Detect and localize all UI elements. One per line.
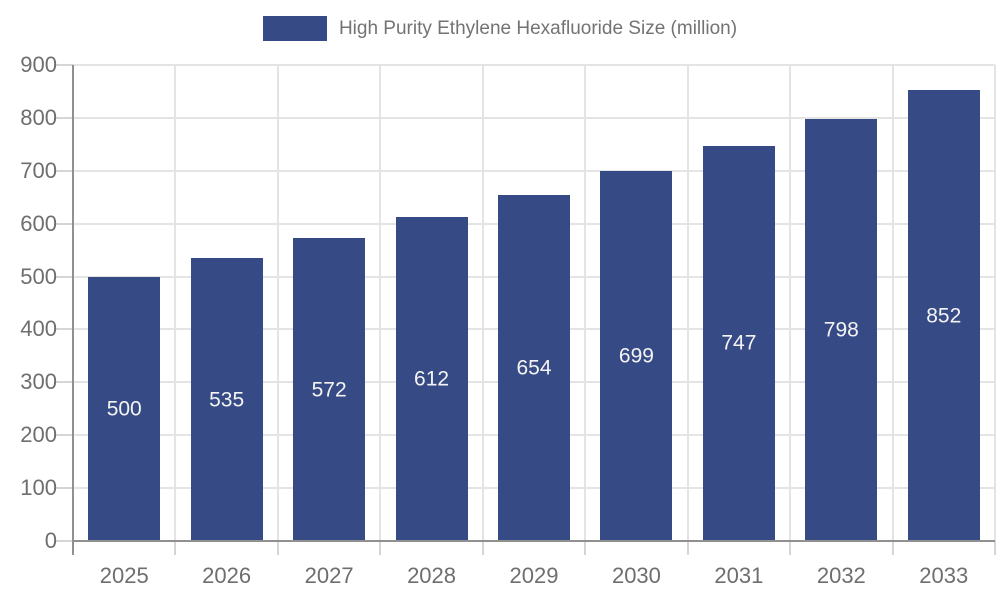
gridline-vertical [584, 65, 587, 541]
y-axis-tick-label: 700 [20, 157, 57, 183]
gridline-vertical [686, 65, 689, 541]
x-axis-tick [789, 541, 792, 555]
y-axis-tick-label: 200 [20, 422, 57, 448]
x-axis-line [73, 540, 995, 542]
y-axis-tick [55, 169, 73, 172]
y-axis-tick-label: 0 [44, 528, 57, 553]
y-axis-tick [55, 381, 73, 384]
bar-value-label: 572 [311, 378, 347, 402]
gridline-horizontal [73, 64, 995, 66]
y-axis-line [72, 65, 74, 555]
legend-row: High Purity Ethylene Hexafluoride Size (… [0, 16, 1000, 41]
x-axis-tick-label: 2026 [202, 563, 252, 588]
gridline-vertical [174, 65, 177, 541]
bar-2032[interactable] [805, 118, 878, 541]
y-axis-tick-label: 300 [20, 369, 57, 395]
bar-2026[interactable] [190, 258, 263, 541]
x-axis-tick [994, 541, 996, 555]
legend-item[interactable]: High Purity Ethylene Hexafluoride Size (… [262, 16, 738, 41]
y-axis-tick [55, 275, 73, 278]
bar-2028[interactable] [395, 217, 468, 541]
x-axis-tick-label: 2033 [919, 563, 969, 588]
bar-2027[interactable] [293, 238, 366, 541]
y-axis-tick [55, 434, 73, 437]
y-axis-tick [55, 328, 73, 331]
x-axis-tick [379, 541, 382, 555]
x-axis-tick [584, 541, 587, 555]
gridline-horizontal [73, 116, 995, 119]
y-axis-tick-label: 800 [20, 104, 57, 130]
x-axis-tick [891, 541, 894, 555]
y-axis-tick [55, 222, 73, 225]
x-axis-tick-label: 2031 [714, 563, 764, 588]
plot-area: 0 100 200 300 400 500 600 700 800 900 500 2025 535 20… [20, 54, 996, 587]
x-axis-tick-label: 2028 [407, 563, 457, 588]
y-axis-tick [55, 487, 73, 490]
bar-value-label: 798 [823, 318, 859, 342]
y-axis-tick-label: 900 [20, 52, 57, 77]
bar-value-label: 500 [106, 397, 142, 421]
x-axis-tick-label: 2030 [611, 563, 661, 588]
bar-2025[interactable] [88, 276, 161, 541]
gridline-vertical [379, 65, 382, 541]
y-axis-tick-label: 100 [20, 475, 57, 501]
bar-value-label: 852 [926, 304, 962, 328]
y-axis-tick [55, 116, 73, 119]
x-axis-tick [686, 541, 689, 555]
bar-value-label: 535 [209, 388, 245, 412]
legend-label: High Purity Ethylene Hexafluoride Size (… [338, 17, 738, 39]
y-axis-tick-label: 500 [20, 263, 57, 289]
gridline-horizontal [73, 169, 995, 172]
x-axis-tick-label: 2027 [304, 563, 354, 588]
gridline-vertical [994, 65, 996, 541]
y-axis-tick [55, 64, 73, 66]
bar-2029[interactable] [498, 195, 570, 541]
bar-2033[interactable] [907, 90, 980, 541]
x-axis-tick-label: 2032 [816, 563, 866, 588]
gridline-vertical [789, 65, 792, 541]
y-axis-tick-label: 400 [20, 316, 57, 342]
y-axis-tick-label: 600 [20, 210, 57, 236]
x-axis-tick-label: 2025 [99, 563, 149, 588]
gridline-vertical [481, 65, 484, 541]
legend-swatch-icon [262, 16, 327, 41]
gridline-vertical [276, 65, 279, 541]
bar-value-label: 612 [414, 367, 450, 391]
bar-value-label: 699 [618, 344, 654, 368]
bar-value-label: 654 [516, 356, 552, 380]
gridline-vertical [891, 65, 894, 541]
x-axis-tick [276, 541, 279, 555]
x-axis-tick [174, 541, 177, 555]
x-axis-tick-label: 2029 [509, 563, 559, 588]
bar-value-label: 747 [721, 331, 757, 355]
x-axis-tick [481, 541, 484, 555]
bar-2030[interactable] [600, 171, 673, 541]
y-axis-tick [55, 540, 73, 542]
bar-2031[interactable] [702, 145, 775, 541]
